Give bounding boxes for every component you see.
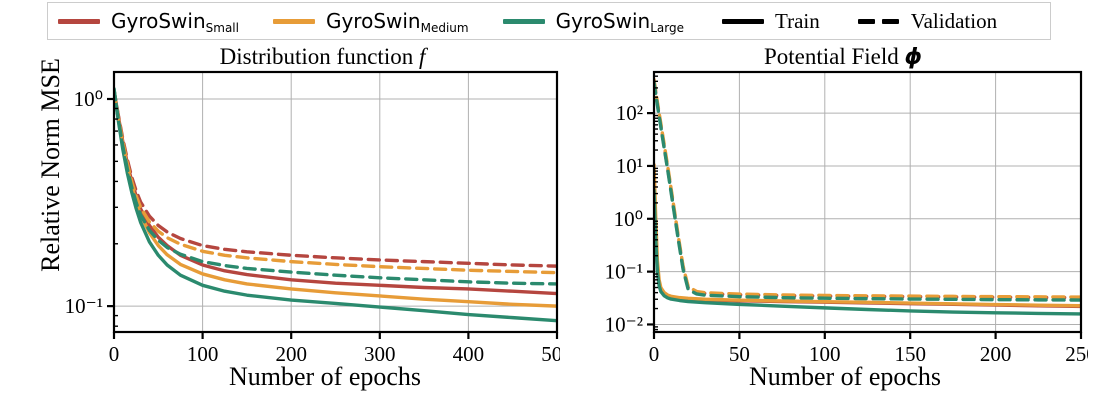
legend-label-train: Train — [775, 8, 820, 33]
legend-entry-gyroswin-large[interactable]: GyroSwinLarge — [502, 9, 684, 35]
panel-potential-field: Potential Field ϕ 10² 10¹ 10⁰ 10⁻¹ 10⁻² 0 50 10… — [588, 44, 1088, 407]
x-axis-label-right: Number of epochs — [748, 362, 942, 391]
x-tick-label: 500 — [541, 342, 560, 366]
legend-entry-gyroswin-medium[interactable]: GyroSwinMedium — [272, 9, 469, 35]
x-tick-label: 400 — [453, 342, 485, 366]
panel-right-title-text: Potential Field — [763, 44, 905, 69]
panel-right-title: Potential Field ϕ — [588, 44, 1088, 70]
series-line — [114, 87, 557, 286]
y-tick-label: 10⁻² — [605, 312, 643, 336]
y-tick-label: 10⁰ — [74, 87, 103, 111]
legend-entry-validation[interactable]: Validation — [857, 8, 998, 33]
chart-right-canvas: 10² 10¹ 10⁰ 10⁻¹ 10⁻²0 50 100 150 200 250 — [605, 70, 1088, 366]
x-tick-label: 250 — [1065, 342, 1088, 366]
x-axis-label-left: Number of epochs — [228, 362, 422, 391]
legend-swatch-gyroswin-large — [502, 18, 545, 24]
axis-frame — [652, 70, 1083, 334]
y-tick-label: 10⁻¹ — [605, 260, 643, 284]
y-tick-label: 10¹ — [616, 154, 643, 178]
legend-label-subscript-gyroswin-medium: Medium — [420, 21, 469, 35]
panel-distribution-function: Distribution function f 10⁰ 10⁻¹ 0 100 200 30… — [40, 44, 560, 407]
axis-frame — [112, 70, 559, 334]
x-tick-label: 200 — [275, 342, 307, 366]
legend-entry-train[interactable]: Train — [722, 8, 820, 33]
x-tick-label: 0 — [649, 342, 660, 366]
x-tick-label: 0 — [109, 342, 120, 366]
legend-label-gyroswin-medium: GyroSwinMedium — [325, 9, 469, 35]
y-tick-label: 10⁰ — [614, 207, 643, 231]
legend-label-subscript-gyroswin-large: Large — [650, 21, 684, 35]
legend-swatch-train — [722, 18, 764, 24]
legend-swatch-gyroswin-medium — [272, 18, 315, 24]
legend-label-validation: Validation — [910, 8, 998, 33]
series-line — [654, 80, 1081, 302]
x-tick-label: 50 — [729, 342, 750, 366]
legend-swatch-validation — [857, 18, 900, 24]
series-line — [654, 188, 1081, 316]
chart-legend: GyroSwinSmall GyroSwinMedium GyroSwinLarge… — [47, 2, 1051, 40]
series-line — [654, 77, 1081, 299]
y-tick-label: 10⁻¹ — [65, 294, 103, 318]
x-tick-label: 100 — [187, 342, 219, 366]
plot-area — [654, 72, 1081, 332]
panel-left-title-text: Distribution function — [219, 44, 419, 69]
panel-left-title-symbol: f — [418, 44, 426, 69]
x-tick-label: 150 — [894, 342, 926, 366]
legend-label-gyroswin-small: GyroSwinSmall — [111, 9, 239, 35]
legend-label-gyroswin-large: GyroSwinLarge — [555, 9, 684, 35]
x-tick-label: 100 — [809, 342, 841, 366]
legend-label-subscript-gyroswin-small: Small — [205, 21, 239, 35]
y-tick-label: 10² — [616, 101, 643, 125]
x-tick-label: 300 — [364, 342, 396, 366]
panel-left-title: Distribution function f — [40, 44, 560, 70]
panel-right-title-symbol: ϕ — [904, 45, 923, 70]
chart-left-canvas: 10⁰ 10⁻¹0 100 200 300 400 500 — [65, 70, 560, 366]
x-tick-label: 200 — [980, 342, 1012, 366]
legend-swatch-gyroswin-small — [58, 18, 100, 24]
legend-entry-gyroswin-small[interactable]: GyroSwinSmall — [58, 9, 239, 35]
